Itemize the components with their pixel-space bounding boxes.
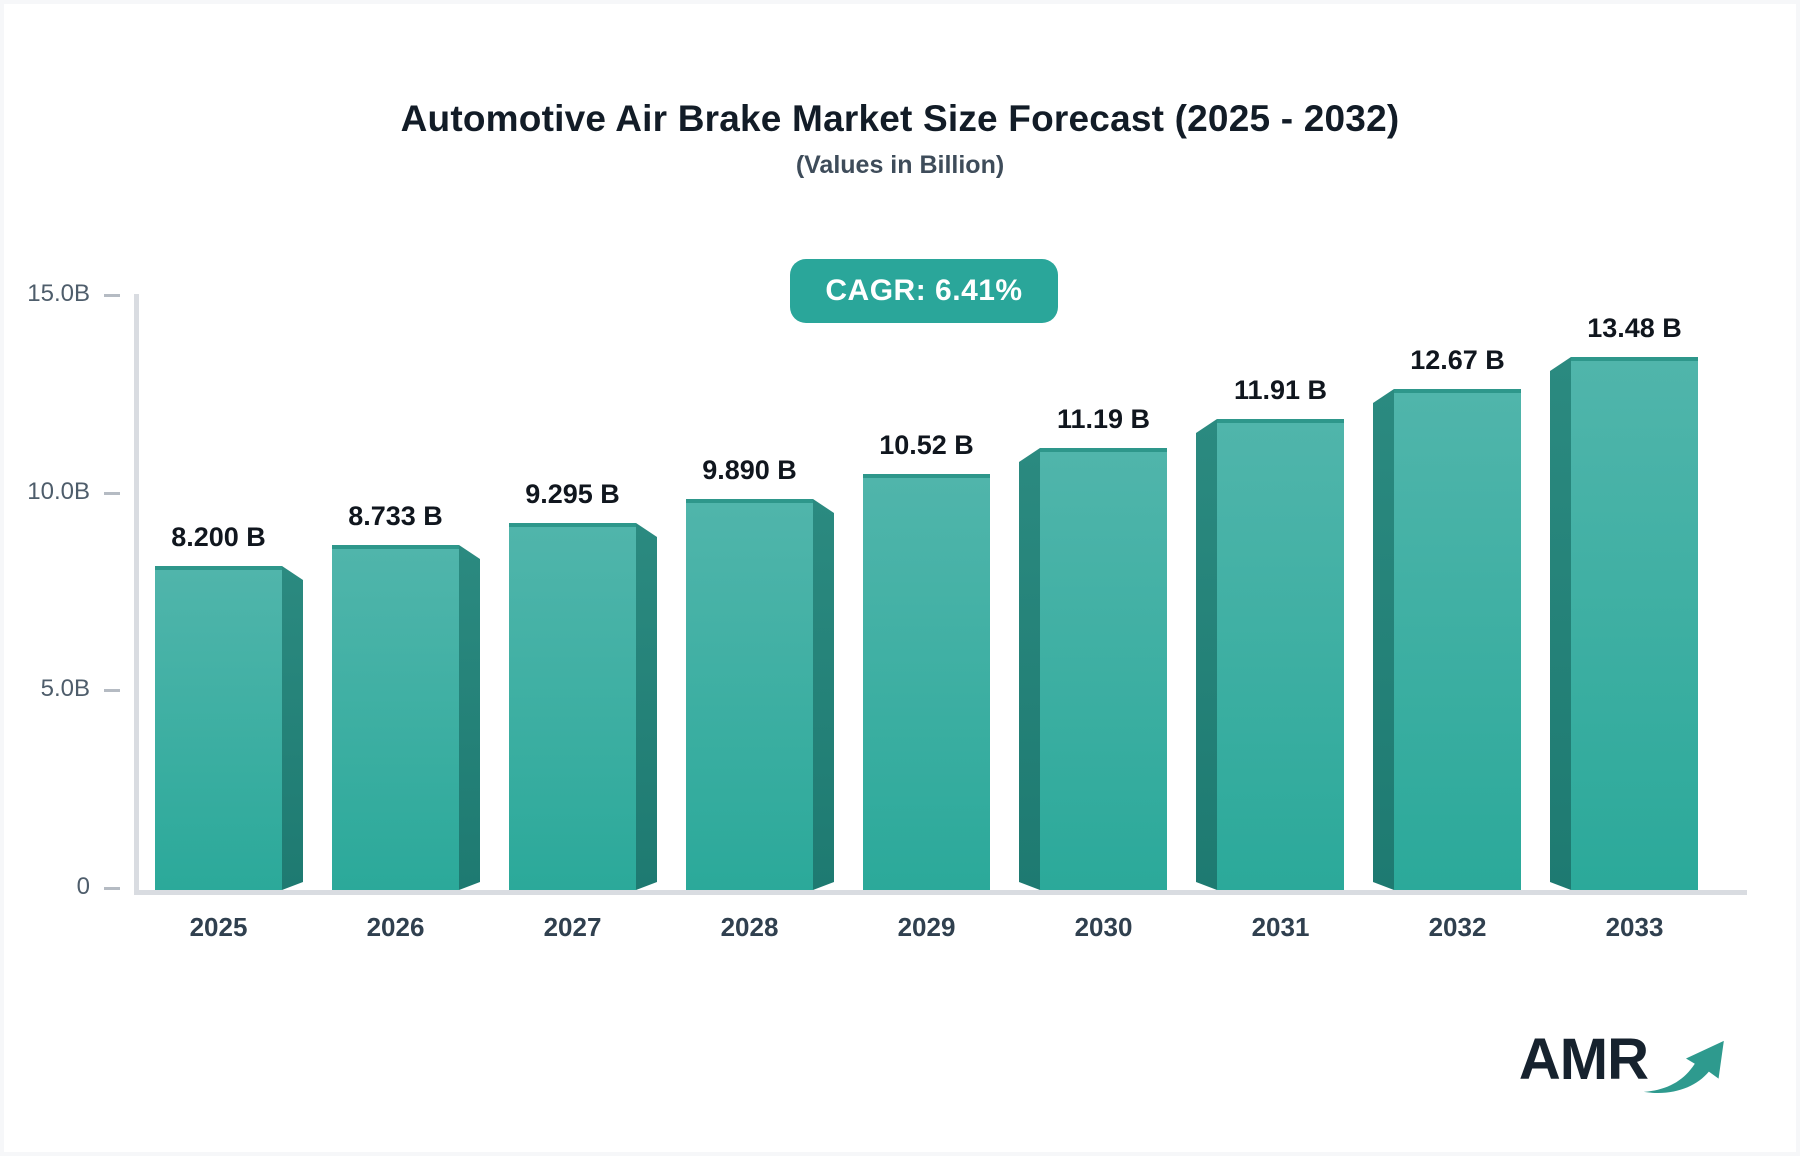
bar-face bbox=[332, 545, 459, 890]
x-category-label: 2033 bbox=[1605, 912, 1664, 942]
bar-face bbox=[1217, 419, 1344, 890]
trend-up-arrow-icon bbox=[1643, 1040, 1724, 1094]
bar-2028: 9.890 B bbox=[686, 455, 834, 890]
y-tick-mark bbox=[104, 294, 120, 297]
bar-value-label: 9.890 B bbox=[702, 455, 797, 485]
y-tick-mark bbox=[104, 491, 120, 495]
bar-2026: 8.733 B bbox=[332, 501, 480, 890]
bar-2025: 8.200 B bbox=[155, 522, 303, 890]
bar-2030: 11.19 B bbox=[1019, 404, 1167, 890]
bar-3d-side bbox=[1550, 357, 1571, 890]
chart-title: Automotive Air Brake Market Size Forecas… bbox=[400, 98, 1400, 139]
bar-value-label: 12.67 B bbox=[1410, 345, 1505, 375]
y-tick-label: 0 bbox=[76, 873, 90, 900]
bar-3d-side bbox=[459, 545, 480, 890]
bar-2031: 11.91 B bbox=[1196, 375, 1344, 890]
bar-face bbox=[863, 474, 990, 890]
bar-face bbox=[686, 499, 813, 890]
y-tick-mark bbox=[104, 887, 120, 890]
bar-face bbox=[1040, 448, 1167, 890]
bar-3d-side bbox=[1019, 448, 1040, 890]
amr-logo-text: AMR bbox=[1518, 1027, 1649, 1092]
y-tick-label: 10.0B bbox=[27, 477, 90, 505]
x-category-label: 2025 bbox=[189, 912, 248, 942]
x-category-label: 2026 bbox=[366, 912, 425, 942]
y-tick-label: 5.0B bbox=[40, 675, 90, 703]
y-tick-label: 15.0B bbox=[27, 280, 90, 307]
chart-subtitle: (Values in Billion) bbox=[795, 151, 1005, 179]
bar-face bbox=[155, 566, 282, 890]
bar-face bbox=[1571, 357, 1698, 890]
y-tick-mark bbox=[104, 689, 120, 693]
bar-3d-side bbox=[282, 566, 303, 890]
amr-logo: AMR bbox=[1518, 1027, 1730, 1102]
x-axis-line bbox=[134, 890, 1747, 895]
cagr-badge: CAGR: 6.41% bbox=[790, 259, 1058, 323]
bar-face bbox=[509, 523, 636, 890]
y-axis-line bbox=[134, 294, 139, 894]
bar-3d-side bbox=[636, 523, 657, 890]
bar-value-label: 9.295 B bbox=[525, 479, 620, 509]
x-category-label: 2030 bbox=[1074, 912, 1133, 942]
x-category-label: 2028 bbox=[720, 912, 779, 942]
bar-value-label: 11.19 B bbox=[1056, 404, 1151, 434]
bar-2032: 12.67 B bbox=[1373, 345, 1521, 890]
x-category-label: 2027 bbox=[543, 912, 602, 942]
bar-face bbox=[1394, 389, 1521, 890]
bar-2027: 9.295 B bbox=[509, 479, 657, 890]
x-category-label: 2029 bbox=[897, 912, 956, 942]
bar-value-label: 10.52 B bbox=[879, 430, 974, 460]
x-category-label: 2032 bbox=[1428, 912, 1487, 942]
bar-2033: 13.48 B bbox=[1550, 313, 1698, 890]
x-category-label: 2031 bbox=[1251, 912, 1310, 942]
plot-area: 0 5.0B 10.0B 15.0B 8.200 B 2025 8.733 B 2026 9.2… bbox=[4, 4, 1796, 1152]
bar-3d-side bbox=[1373, 389, 1394, 890]
bar-value-label: 8.200 B bbox=[171, 522, 266, 552]
bar-3d-side bbox=[813, 499, 834, 890]
bar-2029: 10.52 B bbox=[863, 430, 990, 890]
bar-value-label: 13.48 B bbox=[1587, 313, 1682, 343]
bar-value-label: 8.733 B bbox=[348, 501, 443, 531]
bar-3d-side bbox=[1196, 419, 1217, 890]
bar-value-label: 11.91 B bbox=[1233, 375, 1328, 405]
